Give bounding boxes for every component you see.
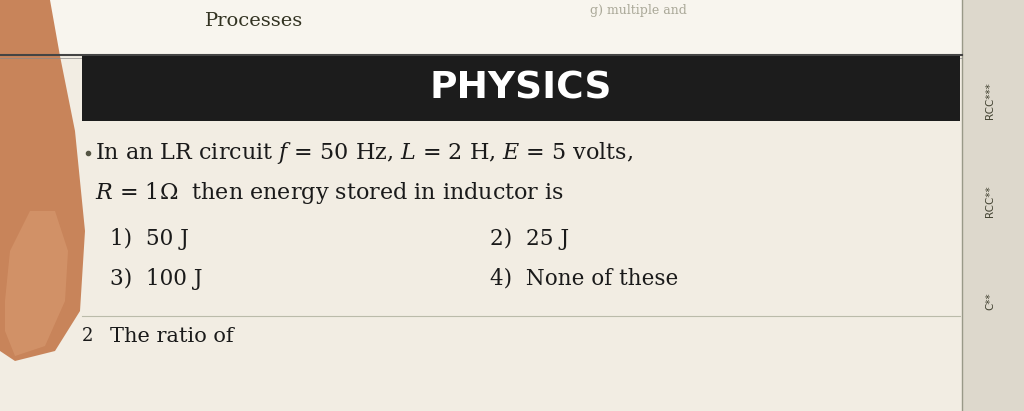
Text: 2)  25 J: 2) 25 J (490, 228, 569, 250)
Text: RCC**: RCC** (985, 185, 995, 217)
Text: 4)  None of these: 4) None of these (490, 268, 678, 290)
Text: In an LR circuit $f$ = 50 Hz, $L$ = 2 H, $E$ = 5 volts,: In an LR circuit $f$ = 50 Hz, $L$ = 2 H,… (95, 140, 633, 166)
Polygon shape (5, 211, 68, 356)
Text: The ratio of: The ratio of (110, 326, 233, 346)
Bar (82, 56, 961, 121)
Text: PHYSICS: PHYSICS (430, 71, 612, 106)
Text: 1)  50 J: 1) 50 J (110, 228, 188, 250)
Bar (962, 0, 1024, 411)
Bar (0, 0, 1024, 56)
Text: g) multiple and: g) multiple and (590, 5, 687, 18)
Text: C**: C** (985, 292, 995, 310)
Text: RCC***: RCC*** (985, 83, 995, 119)
Text: 2: 2 (82, 327, 93, 345)
Polygon shape (0, 0, 85, 361)
Text: Processes: Processes (205, 12, 303, 30)
Text: $R$ = 1$\Omega$  then energy stored in inductor is: $R$ = 1$\Omega$ then energy stored in in… (95, 180, 564, 206)
Text: 3)  100 J: 3) 100 J (110, 268, 203, 290)
